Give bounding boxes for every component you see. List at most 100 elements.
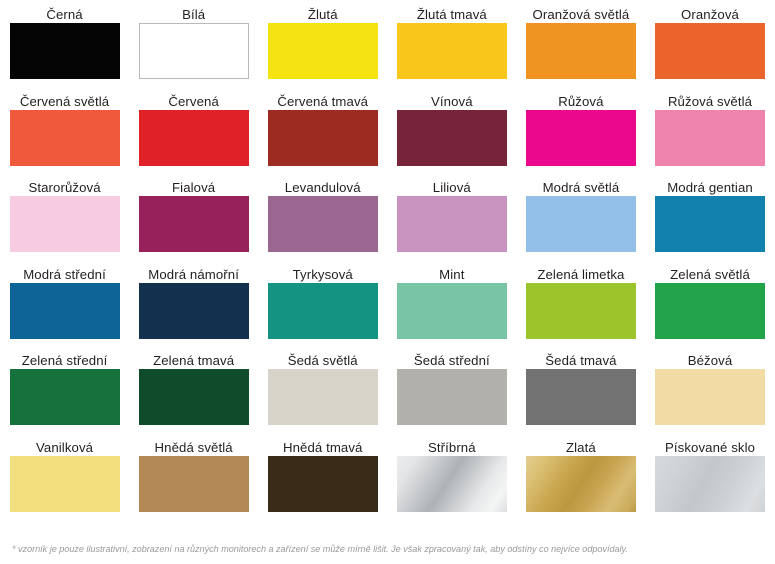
- swatch-cell[interactable]: Oranžová: [645, 0, 774, 87]
- swatch-color-chip[interactable]: [655, 196, 766, 252]
- swatch-color-chip[interactable]: [267, 282, 378, 339]
- swatch-cell[interactable]: Šedá tmavá: [516, 346, 645, 433]
- swatch-cell[interactable]: Zelená střední: [0, 346, 129, 433]
- swatch-label: Modrá střední: [23, 266, 106, 282]
- swatch-label: Zelená světlá: [670, 266, 750, 282]
- swatch-color-chip[interactable]: [9, 455, 120, 512]
- swatch-color-chip[interactable]: [138, 23, 249, 79]
- swatch-color-chip[interactable]: [655, 23, 766, 79]
- swatch-color-chip[interactable]: [9, 23, 120, 79]
- swatch-label: Zlatá: [566, 439, 596, 455]
- swatch-color-chip[interactable]: [396, 109, 507, 166]
- swatch-color-chip[interactable]: [525, 109, 636, 166]
- swatch-color-chip[interactable]: [138, 109, 249, 166]
- swatch-cell[interactable]: Modrá gentian: [645, 173, 774, 260]
- swatch-cell[interactable]: Modrá světlá: [516, 173, 645, 260]
- swatch-cell[interactable]: Oranžová světlá: [516, 0, 645, 87]
- swatch-label: Šedá světlá: [287, 353, 358, 368]
- swatch-cell[interactable]: Červená světlá: [0, 87, 129, 174]
- swatch-cell[interactable]: Zelená tmavá: [129, 346, 258, 433]
- swatch-label: Fialová: [172, 180, 216, 195]
- swatch-cell[interactable]: Pískované sklo: [645, 433, 774, 520]
- swatch-cell[interactable]: Žlutá tmavá: [387, 0, 516, 87]
- swatch-color-chip[interactable]: [9, 369, 120, 425]
- swatch-label: Mint: [439, 266, 465, 282]
- swatch-color-chip[interactable]: [138, 282, 249, 339]
- swatch-cell[interactable]: Červená: [129, 87, 258, 174]
- swatch-label: Pískované sklo: [664, 439, 756, 455]
- swatch-label: Starorůžová: [28, 180, 101, 195]
- swatch-color-chip[interactable]: [525, 196, 636, 252]
- swatch-color-chip[interactable]: [396, 196, 507, 252]
- swatch-cell[interactable]: Zlatá: [516, 433, 645, 520]
- swatch-cell[interactable]: Růžová světlá: [645, 87, 774, 174]
- swatch-color-chip[interactable]: [267, 369, 378, 425]
- swatch-color-chip[interactable]: [525, 282, 636, 339]
- swatch-cell[interactable]: Černá: [0, 0, 129, 87]
- swatch-label: Růžová světlá: [667, 93, 753, 109]
- swatch-color-chip[interactable]: [655, 282, 766, 339]
- swatch-cell[interactable]: Bílá: [129, 0, 258, 87]
- swatch-cell[interactable]: Liliová: [387, 173, 516, 260]
- swatch-cell[interactable]: Stříbrná: [387, 433, 516, 520]
- swatch-label: Růžová: [558, 93, 604, 109]
- swatch-color-chip[interactable]: [396, 369, 507, 425]
- swatch-color-chip[interactable]: [9, 109, 120, 166]
- swatch-label: Žlutá tmavá: [416, 7, 487, 22]
- swatch-cell[interactable]: Zelená světlá: [645, 260, 774, 347]
- swatch-color-chip[interactable]: [138, 455, 249, 512]
- swatch-label: Červená: [168, 93, 219, 109]
- swatch-color-chip[interactable]: [396, 282, 507, 339]
- swatch-label: Tyrkysová: [292, 266, 353, 282]
- swatch-cell[interactable]: Hnědá tmavá: [258, 433, 387, 520]
- swatch-cell[interactable]: Béžová: [645, 346, 774, 433]
- swatch-color-chip[interactable]: [525, 369, 636, 425]
- swatch-cell[interactable]: Zelená limetka: [516, 260, 645, 347]
- swatch-cell[interactable]: Šedá střední: [387, 346, 516, 433]
- swatch-cell[interactable]: Modrá námořní: [129, 260, 258, 347]
- swatch-label: Zelená střední: [21, 353, 108, 368]
- swatch-label: Šedá střední: [413, 353, 490, 368]
- swatch-color-chip[interactable]: [267, 109, 378, 166]
- swatch-color-chip[interactable]: [525, 23, 636, 79]
- swatch-color-chip[interactable]: [396, 455, 507, 512]
- swatch-label: Žlutá: [307, 7, 338, 22]
- swatch-color-chip[interactable]: [655, 109, 766, 166]
- swatch-cell[interactable]: Modrá střední: [0, 260, 129, 347]
- swatch-label: Modrá světlá: [542, 180, 620, 195]
- swatch-color-chip[interactable]: [267, 455, 378, 512]
- swatch-color-chip[interactable]: [138, 196, 249, 252]
- swatch-color-chip[interactable]: [267, 23, 378, 79]
- swatch-color-chip[interactable]: [525, 455, 636, 512]
- swatch-cell[interactable]: Žlutá: [258, 0, 387, 87]
- swatch-cell[interactable]: Růžová: [516, 87, 645, 174]
- swatch-cell[interactable]: Hnědá světlá: [129, 433, 258, 520]
- swatch-cell[interactable]: Vínová: [387, 87, 516, 174]
- swatch-label: Stříbrná: [427, 439, 476, 455]
- swatch-label: Červená tmavá: [277, 93, 369, 109]
- swatch-color-chip[interactable]: [655, 369, 766, 425]
- swatch-color-chip[interactable]: [138, 369, 249, 425]
- swatch-label: Hnědá tmavá: [282, 439, 363, 455]
- swatch-label: Béžová: [687, 353, 733, 368]
- swatch-cell[interactable]: Červená tmavá: [258, 87, 387, 174]
- swatch-color-chip[interactable]: [9, 196, 120, 252]
- swatch-cell[interactable]: Tyrkysová: [258, 260, 387, 347]
- swatch-color-chip[interactable]: [655, 455, 766, 512]
- swatch-label: Černá: [46, 7, 83, 22]
- swatch-cell[interactable]: Šedá světlá: [258, 346, 387, 433]
- swatch-label: Oranžová: [681, 7, 739, 22]
- swatch-label: Vanilková: [35, 439, 94, 455]
- swatch-color-chip[interactable]: [396, 23, 507, 79]
- swatch-cell[interactable]: Mint: [387, 260, 516, 347]
- swatch-label: Zelená limetka: [537, 266, 625, 282]
- swatch-color-chip[interactable]: [9, 282, 120, 339]
- swatch-cell[interactable]: Starorůžová: [0, 173, 129, 260]
- swatch-cell[interactable]: Levandulová: [258, 173, 387, 260]
- swatch-cell[interactable]: Fialová: [129, 173, 258, 260]
- swatch-color-chip[interactable]: [267, 196, 378, 252]
- swatch-label: Modrá gentian: [667, 180, 753, 195]
- swatch-cell[interactable]: Vanilková: [0, 433, 129, 520]
- swatch-label: Liliová: [432, 180, 471, 195]
